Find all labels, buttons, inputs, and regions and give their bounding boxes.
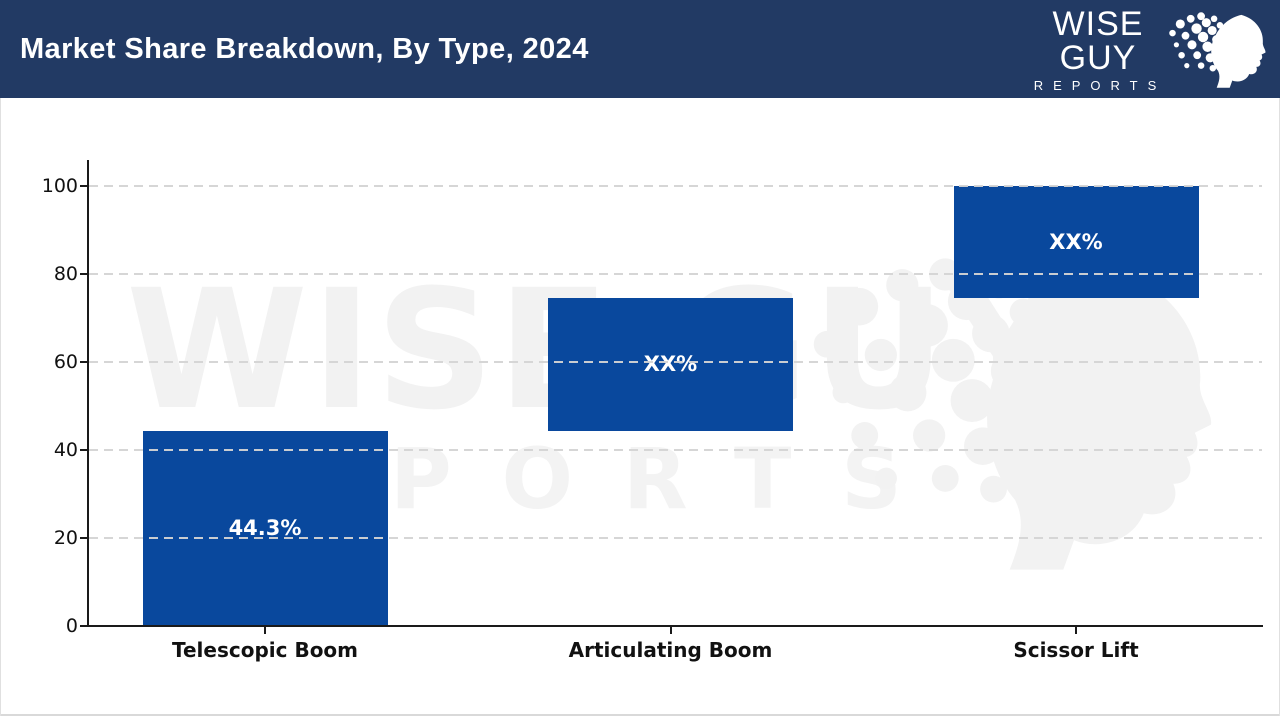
brand-subtitle: REPORTS [1033,78,1167,93]
y-tick-label: 60 [53,350,78,373]
y-tick-mark [80,448,88,451]
page-title: Market Share Breakdown, By Type, 2024 [20,32,589,65]
y-tick-label: 20 [53,526,78,549]
y-tick-mark [80,536,88,539]
brand-logo: WISE GUY REPORTS [1020,6,1270,94]
y-tick-mark [80,184,88,187]
bar-value-label: 44.3% [228,516,302,541]
y-tick-mark [80,272,88,275]
brand-wordmark: WISE GUY [1052,5,1144,77]
bottom-rule [0,714,1280,716]
brand-logo-text: WISE GUY REPORTS [1020,7,1176,93]
y-tick-mark [80,360,88,363]
bar-articulating-boom: XX% [548,297,793,431]
left-edge-line [0,98,1,716]
gridline-40 [89,448,1262,451]
bar-telescopic-boom: 44.3% [142,430,388,626]
gridline-100 [89,184,1262,187]
y-tick-label: 0 [65,615,78,637]
y-axis-line [87,160,89,627]
bar-value-label: XX% [643,352,698,377]
x-axis-line [87,625,1263,627]
x-tick-mark [264,627,266,634]
y-tick-label: 100 [41,174,78,197]
bar-scissor-lift: XX% [953,185,1199,298]
y-tick-label: 40 [53,438,78,461]
x-tick-mark [1075,627,1077,634]
gridline-80 [89,272,1262,275]
gridline-20 [89,536,1262,539]
y-tick-label: 80 [53,262,78,285]
gridline-60 [89,360,1262,363]
y-tick-mark [80,625,88,627]
brand-face-icon [1166,11,1270,89]
category-label: Articulating Boom [568,638,773,662]
x-tick-mark [669,627,672,634]
category-label: Telescopic Boom [171,638,359,662]
category-label: Scissor Lift [1013,638,1139,662]
header-bar: Market Share Breakdown, By Type, 2024 WI… [0,0,1280,98]
bar-value-label: XX% [1049,229,1103,254]
